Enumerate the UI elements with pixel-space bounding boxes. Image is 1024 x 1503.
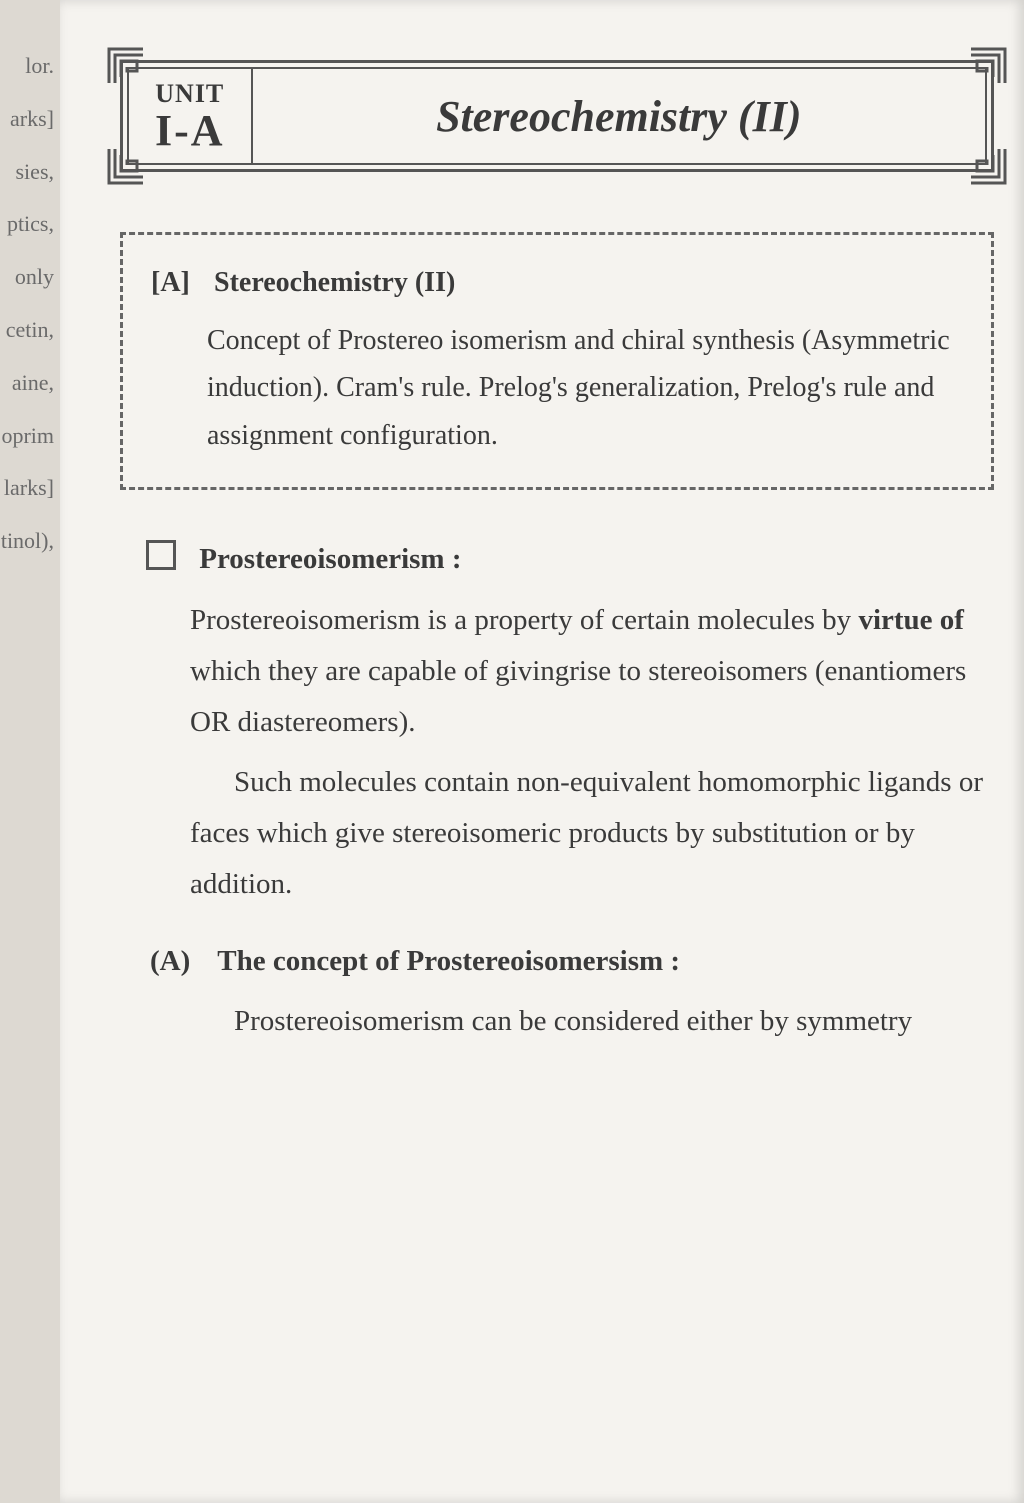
text-span: Prostereoisomerism is a property of cert… bbox=[190, 604, 858, 636]
gutter-word: oprim bbox=[0, 410, 54, 463]
gutter-word: tinol), bbox=[0, 515, 54, 568]
unit-label: UNIT bbox=[155, 79, 225, 109]
bold-span: virtue of bbox=[858, 604, 964, 636]
chapter-title: Stereochemistry (II) bbox=[253, 69, 985, 163]
section-title: Prostereoisomerism : bbox=[199, 543, 461, 575]
paragraph: Such molecules contain non-equivalent ho… bbox=[120, 757, 994, 909]
corner-ornament-icon bbox=[107, 147, 145, 185]
syllabus-text: Concept of Prostereo isomerism and chira… bbox=[151, 317, 963, 460]
left-gutter: lor. arks] sies, ptics, only cetin, aine… bbox=[0, 0, 60, 1503]
subsection-label: (A) bbox=[150, 936, 210, 987]
gutter-word: arks] bbox=[0, 93, 54, 146]
corner-ornament-icon bbox=[969, 47, 1007, 85]
paragraph: Prostereoisomerism can be considered eit… bbox=[120, 996, 994, 1047]
body-text: Prostereoisomerism : Prostereoisomerism … bbox=[120, 534, 994, 1047]
corner-ornament-icon bbox=[107, 47, 145, 85]
gutter-word: cetin, bbox=[0, 304, 54, 357]
syllabus-box: [A] Stereochemistry (II) Concept of Pros… bbox=[120, 232, 994, 490]
subsection-title: The concept of Prostereoisomersism : bbox=[217, 945, 680, 977]
gutter-word: only bbox=[0, 251, 54, 304]
page: UNIT I-A Stereochemistry (II) [A] Stereo… bbox=[60, 0, 1024, 1503]
gutter-word: ptics, bbox=[0, 198, 54, 251]
text-span: which they are capable of givingrise to … bbox=[190, 655, 966, 738]
corner-ornament-icon bbox=[969, 147, 1007, 185]
unit-box: UNIT I-A bbox=[129, 69, 253, 163]
gutter-word: aine, bbox=[0, 357, 54, 410]
syllabus-label: [A] bbox=[151, 259, 207, 307]
unit-number: I-A bbox=[155, 109, 225, 153]
gutter-word: sies, bbox=[0, 146, 54, 199]
paragraph: Prostereoisomerism is a property of cert… bbox=[120, 595, 994, 747]
syllabus-heading: Stereochemistry (II) bbox=[214, 267, 455, 298]
unit-banner: UNIT I-A Stereochemistry (II) bbox=[120, 60, 994, 172]
gutter-word: larks] bbox=[0, 462, 54, 515]
gutter-word: lor. bbox=[0, 40, 54, 93]
square-bullet-icon bbox=[146, 540, 176, 570]
